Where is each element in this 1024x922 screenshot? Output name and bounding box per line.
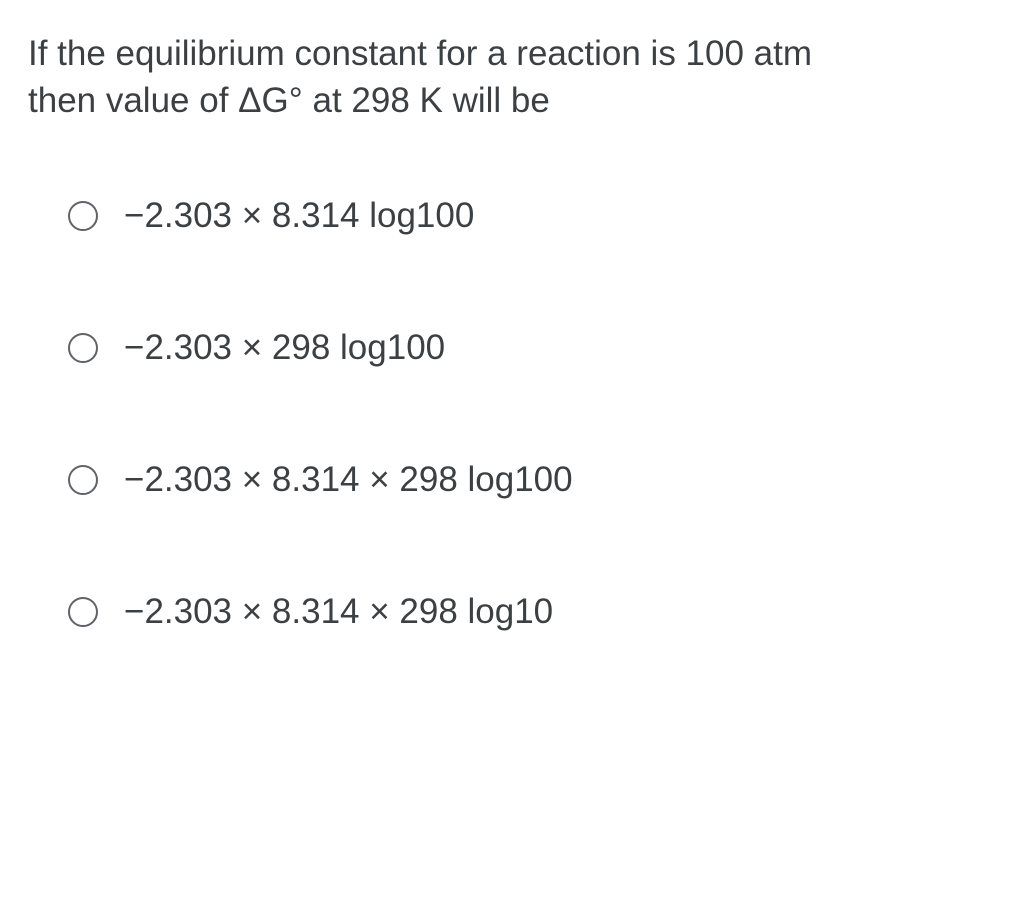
radio-icon[interactable] xyxy=(68,597,98,627)
question-text: If the equilibrium constant for a reacti… xyxy=(28,30,996,125)
option-4-text: −2.303 × 8.314 × 298 log10 xyxy=(124,591,553,633)
page: If the equilibrium constant for a reacti… xyxy=(0,0,1024,753)
question-line-1: If the equilibrium constant for a reacti… xyxy=(28,34,812,73)
radio-icon[interactable] xyxy=(68,465,98,495)
option-4[interactable]: −2.303 × 8.314 × 298 log10 xyxy=(68,591,996,633)
option-2[interactable]: −2.303 × 298 log100 xyxy=(68,327,996,369)
option-1-text: −2.303 × 8.314 log100 xyxy=(124,195,474,237)
option-2-text: −2.303 × 298 log100 xyxy=(124,327,445,369)
radio-icon[interactable] xyxy=(68,333,98,363)
options-list: −2.303 × 8.314 log100 −2.303 × 298 log10… xyxy=(28,195,996,633)
question-line-2: then value of ΔG° at 298 K will be xyxy=(28,81,550,120)
option-3[interactable]: −2.303 × 8.314 × 298 log100 xyxy=(68,459,996,501)
option-3-text: −2.303 × 8.314 × 298 log100 xyxy=(124,459,573,501)
option-1[interactable]: −2.303 × 8.314 log100 xyxy=(68,195,996,237)
radio-icon[interactable] xyxy=(68,201,98,231)
